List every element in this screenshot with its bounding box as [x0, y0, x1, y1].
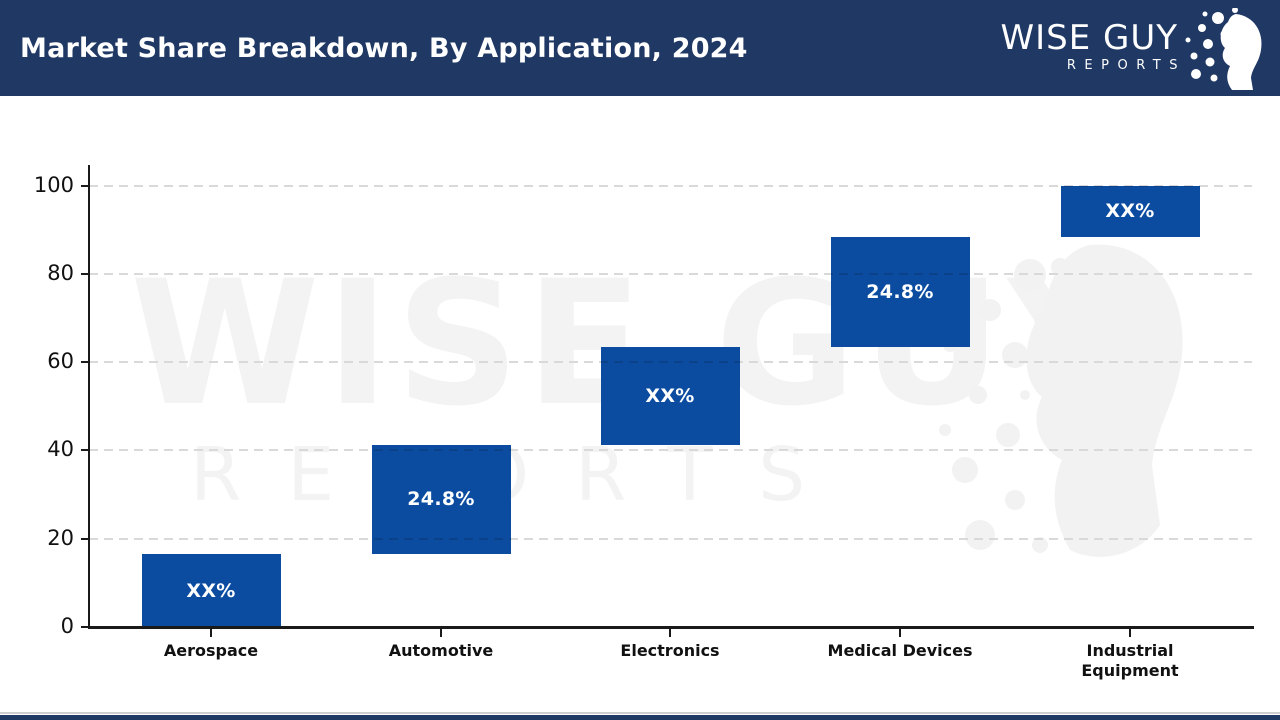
y-tick-mark: [81, 449, 88, 452]
y-tick-label: 60: [47, 349, 74, 374]
header-bar: Market Share Breakdown, By Application, …: [0, 0, 1280, 96]
gridline-y-60: [89, 361, 1252, 364]
y-tick-label: 100: [33, 172, 74, 197]
y-tick-mark: [81, 272, 88, 275]
x-category-label-aerospace: Aerospace: [163, 641, 259, 660]
x-tick-mark: [899, 629, 901, 637]
logo-reports-label: REPORTS: [1066, 58, 1186, 73]
page-title: Market Share Breakdown, By Application, …: [20, 32, 748, 64]
logo-wiseguy-label: WISE GUY: [1000, 18, 1178, 58]
x-category-label-electronics: Electronics: [620, 641, 720, 660]
bar-industrial-equipment: XX%: [1060, 185, 1200, 238]
y-tick-mark: [81, 537, 88, 540]
gridline-y-80: [89, 272, 1252, 275]
x-category-label-industrial-equipment: Industrial Equipment: [1081, 641, 1179, 680]
x-tick-mark: [440, 629, 442, 637]
footer-divider: [0, 712, 1280, 714]
y-tick-mark: [81, 626, 88, 628]
wise-guy-reports-logo: WISE GUY REPORTS: [1000, 6, 1266, 90]
bar-value-label: XX%: [645, 384, 695, 407]
y-axis-line: [88, 165, 90, 629]
bar-automotive: 24.8%: [371, 444, 511, 555]
y-tick-mark: [81, 361, 88, 364]
x-category-label-automotive: Automotive: [388, 641, 494, 660]
y-tick-label: 40: [47, 437, 74, 462]
bar-value-label: XX%: [1105, 200, 1155, 223]
bar-medical-devices: 24.8%: [830, 237, 970, 347]
bar-aerospace: XX%: [141, 554, 281, 627]
y-tick-label: 20: [47, 525, 74, 550]
x-tick-mark: [210, 629, 212, 637]
y-tick-mark: [81, 184, 88, 187]
bar-value-label: 24.8%: [866, 280, 934, 303]
y-tick-label: 80: [47, 260, 74, 285]
bar-value-label: 24.8%: [407, 488, 475, 511]
bar-value-label: XX%: [186, 579, 236, 602]
gridline-y-20: [89, 537, 1252, 540]
x-axis-line: [88, 626, 1254, 629]
x-tick-mark: [1129, 629, 1131, 637]
gridline-y-100: [89, 184, 1252, 187]
logo-face-icon: [1185, 8, 1262, 90]
x-category-label-medical-devices: Medical Devices: [827, 641, 973, 660]
x-tick-mark: [669, 629, 671, 637]
footer-bar: [0, 715, 1280, 720]
y-tick-label: 0: [60, 614, 74, 638]
gridline-y-40: [89, 449, 1252, 452]
